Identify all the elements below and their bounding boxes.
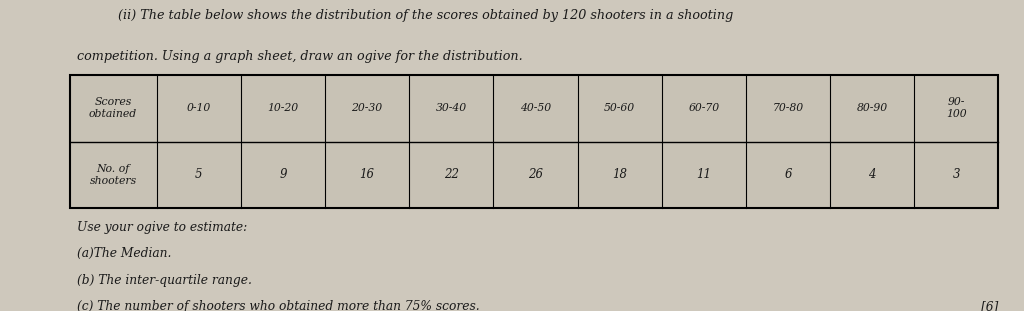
Text: 22: 22 <box>443 169 459 181</box>
Text: 18: 18 <box>612 169 627 181</box>
Text: 4: 4 <box>868 169 876 181</box>
Text: 90-
100: 90- 100 <box>946 97 967 119</box>
Text: 40-50: 40-50 <box>520 103 551 113</box>
Text: 9: 9 <box>280 169 287 181</box>
Text: (ii) The table below shows the distribution of the scores obtained by 120 shoote: (ii) The table below shows the distribut… <box>118 9 733 22</box>
Text: 3: 3 <box>952 169 961 181</box>
Text: 6: 6 <box>784 169 792 181</box>
Text: [6]: [6] <box>981 300 998 311</box>
Text: 20-30: 20-30 <box>351 103 383 113</box>
Text: 50-60: 50-60 <box>604 103 635 113</box>
Text: competition. Using a graph sheet, draw an ogive for the distribution.: competition. Using a graph sheet, draw a… <box>77 50 522 63</box>
Text: 5: 5 <box>195 169 203 181</box>
Text: 11: 11 <box>696 169 712 181</box>
Text: 0-10: 0-10 <box>186 103 211 113</box>
Text: 10-20: 10-20 <box>267 103 298 113</box>
Text: 60-70: 60-70 <box>688 103 719 113</box>
Text: Scores
obtained: Scores obtained <box>89 97 137 119</box>
Text: (c) The number of shooters who obtained more than 75% scores.: (c) The number of shooters who obtained … <box>77 300 479 311</box>
Text: 26: 26 <box>528 169 543 181</box>
Text: No. of
shooters: No. of shooters <box>89 164 137 186</box>
Text: (a)The Median.: (a)The Median. <box>77 247 171 260</box>
Text: 70-80: 70-80 <box>772 103 804 113</box>
Text: Use your ogive to estimate:: Use your ogive to estimate: <box>77 221 247 234</box>
Text: 16: 16 <box>359 169 375 181</box>
Text: 30-40: 30-40 <box>436 103 467 113</box>
Text: (b) The inter-quartile range.: (b) The inter-quartile range. <box>77 274 252 287</box>
Text: 80-90: 80-90 <box>857 103 888 113</box>
